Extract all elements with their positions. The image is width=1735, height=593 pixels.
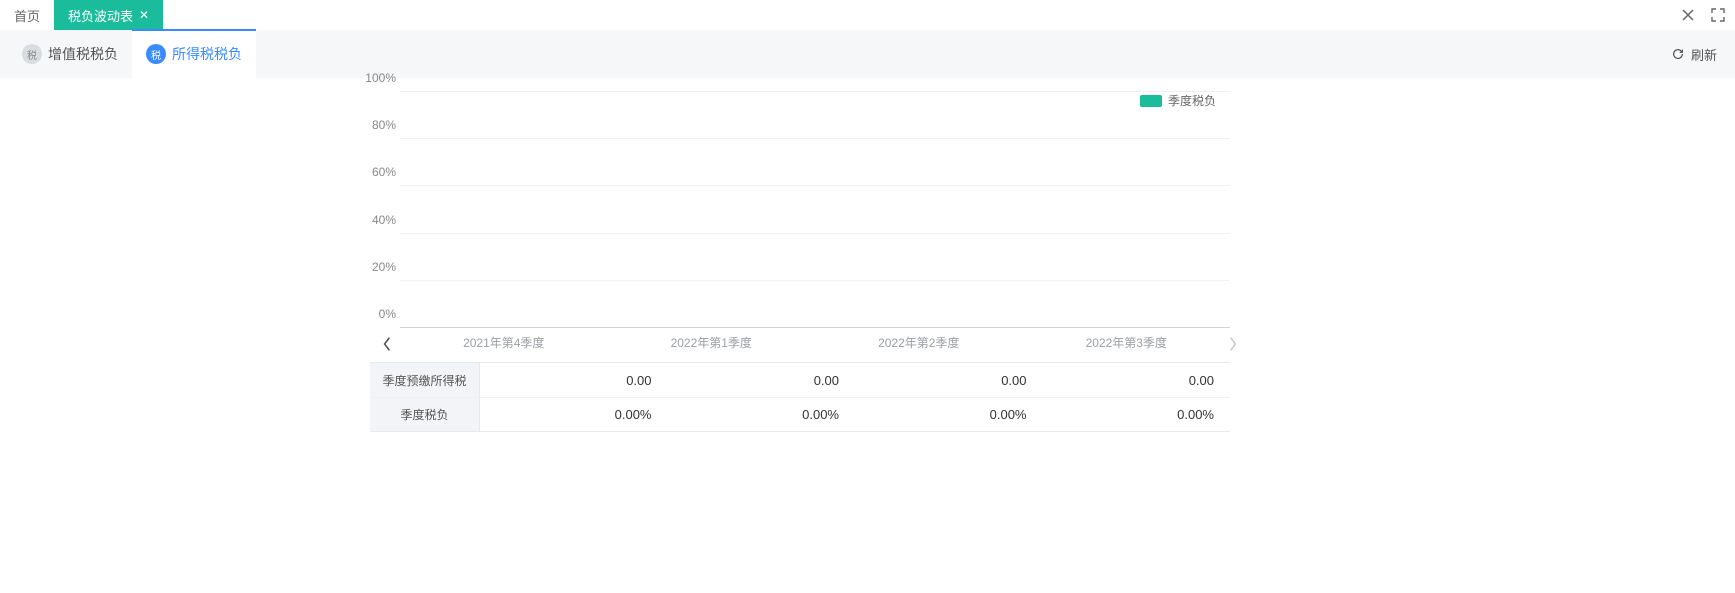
close-icon[interactable]: ✕ (139, 8, 149, 22)
y-tick-label: 20% (372, 260, 396, 274)
vat-tab-icon: 税 (22, 44, 42, 64)
page-tab-tax-fluctuation[interactable]: 税负波动表 ✕ (54, 0, 163, 30)
x-axis-labels: 2021年第4季度2022年第1季度2022年第2季度2022年第3季度 (400, 328, 1230, 356)
y-tick-label: 80% (372, 118, 396, 132)
table-row-cells: 0.000.000.000.00 (480, 363, 1230, 397)
close-window-icon[interactable] (1679, 6, 1697, 24)
table-row-header: 季度预缴所得税 (370, 363, 480, 397)
refresh-button[interactable]: 刷新 (1671, 30, 1717, 78)
window-controls (1679, 0, 1735, 30)
page-tab-home-label: 首页 (14, 6, 40, 25)
table-cell: 0.00 (1043, 363, 1231, 397)
sub-tab-vat[interactable]: 税 增值税税负 (8, 30, 132, 78)
table-row-cells: 0.00%0.00%0.00%0.00% (480, 398, 1230, 431)
y-axis: 0%20%40%60%80%100% (370, 92, 400, 328)
x-axis-label: 2021年第4季度 (400, 328, 608, 356)
table-cell: 0.00 (480, 363, 668, 397)
table-cell: 0.00 (668, 363, 856, 397)
x-axis-label: 2022年第3季度 (1023, 328, 1231, 356)
income-tab-icon: 税 (146, 44, 166, 64)
data-table: 季度预缴所得税0.000.000.000.00季度税负0.00%0.00%0.0… (370, 362, 1230, 432)
sub-tab-bar: 税 增值税税负 税 所得税税负 刷新 (0, 30, 1735, 78)
x-axis-label: 2022年第1季度 (608, 328, 816, 356)
chart-prev-button[interactable] (378, 332, 396, 356)
table-cell: 0.00% (855, 398, 1043, 431)
content-area: 季度税负 0%20%40%60%80%100% 2021年第4季度2022年第1… (0, 78, 1735, 432)
y-tick-label: 40% (372, 213, 396, 227)
grid-line (400, 185, 1230, 186)
table-cell: 0.00% (480, 398, 668, 431)
page-tab-home[interactable]: 首页 (0, 0, 54, 30)
sub-tab-income-label: 所得税税负 (172, 44, 242, 64)
table-cell: 0.00% (668, 398, 856, 431)
y-tick-label: 0% (379, 307, 396, 321)
grid-line (400, 280, 1230, 281)
sub-tab-vat-label: 增值税税负 (48, 44, 118, 64)
chart: 0%20%40%60%80%100% (370, 92, 1230, 328)
chart-panel: 季度税负 0%20%40%60%80%100% 2021年第4季度2022年第1… (370, 92, 1230, 432)
fullscreen-icon[interactable] (1709, 6, 1727, 24)
table-cell: 0.00 (855, 363, 1043, 397)
page-tab-tax-fluctuation-label: 税负波动表 (68, 6, 133, 25)
y-tick-label: 60% (372, 165, 396, 179)
table-row: 季度预缴所得税0.000.000.000.00 (370, 363, 1230, 397)
grid-line (400, 233, 1230, 234)
grid-line (400, 138, 1230, 139)
grid-line (400, 91, 1230, 92)
table-row: 季度税负0.00%0.00%0.00%0.00% (370, 397, 1230, 431)
refresh-icon (1671, 47, 1685, 61)
y-tick-label: 100% (365, 71, 396, 85)
table-row-header: 季度税负 (370, 398, 480, 431)
chart-plot (400, 92, 1230, 328)
x-axis-label: 2022年第2季度 (815, 328, 1023, 356)
sub-tab-income[interactable]: 税 所得税税负 (132, 30, 256, 78)
table-cell: 0.00% (1043, 398, 1231, 431)
refresh-label: 刷新 (1691, 45, 1717, 64)
page-tabs: 首页 税负波动表 ✕ (0, 0, 1735, 30)
